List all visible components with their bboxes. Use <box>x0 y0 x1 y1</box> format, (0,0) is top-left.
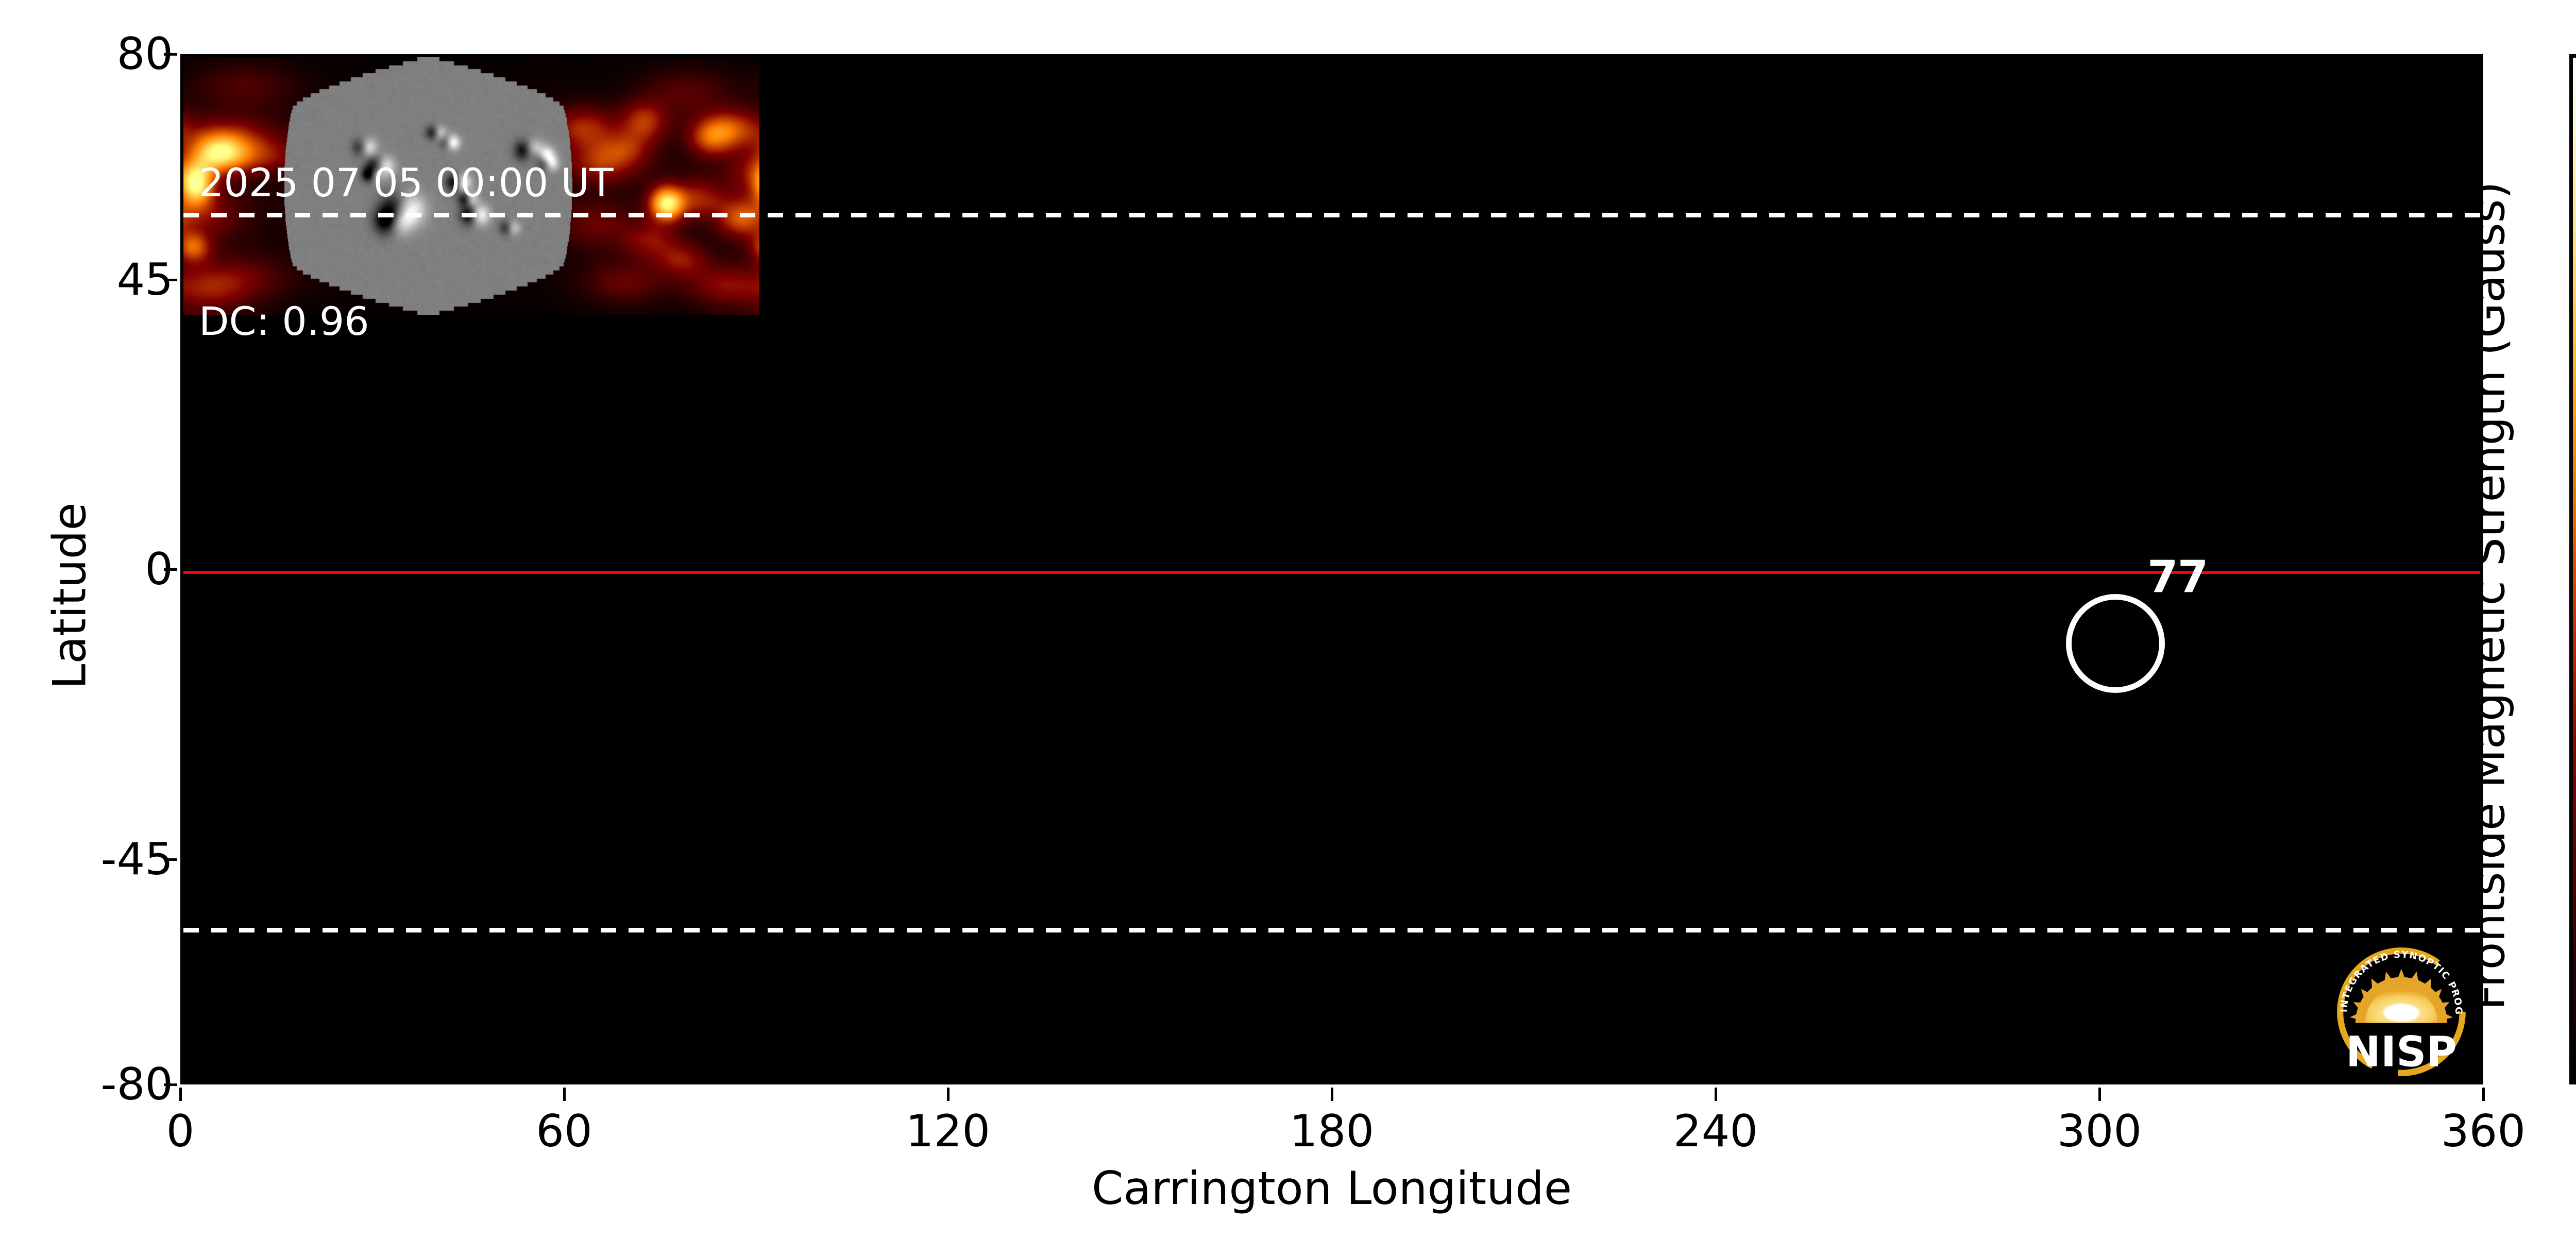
x-axis-label: Carrington Longitude <box>1091 1162 1572 1215</box>
upper-latitude-limit-line <box>183 213 2480 218</box>
equator-line <box>183 571 2480 574</box>
logo-acronym: NISP <box>2346 1028 2457 1076</box>
magnetic-map-plot-area: 77 2025 07 05 00:00 UT DC: 0.96 <box>180 54 2483 1084</box>
y-tick-mark <box>164 1083 177 1086</box>
y-tick-mark <box>164 858 177 861</box>
x-tick-mark <box>179 1088 182 1101</box>
x-tick-label: 120 <box>905 1106 991 1157</box>
x-tick-label: 0 <box>166 1106 195 1157</box>
x-tick-label: 180 <box>1289 1106 1375 1157</box>
timestamp-text: 2025 07 05 00:00 UT <box>199 160 614 206</box>
x-tick-label: 360 <box>2441 1106 2526 1157</box>
x-tick-mark <box>2482 1088 2485 1101</box>
x-tick-label: 240 <box>1673 1106 1758 1157</box>
x-tick-label: 300 <box>2057 1106 2142 1157</box>
x-tick-mark <box>947 1088 950 1101</box>
x-tick-label: 60 <box>536 1106 592 1157</box>
observation-annotation: 2025 07 05 00:00 UT DC: 0.96 <box>199 67 614 437</box>
y-tick-label: 45 <box>116 253 173 306</box>
farside-colorbar-gradient <box>2573 58 2576 1081</box>
y-tick-label: -80 <box>100 1059 173 1110</box>
frontside-magnetogram-layer <box>183 57 759 315</box>
y-axis-label: Latitude <box>43 502 96 689</box>
x-tick-mark <box>563 1088 566 1101</box>
y-tick-label: 0 <box>145 544 173 595</box>
duty-cycle-text: DC: 0.96 <box>199 298 369 345</box>
x-tick-mark <box>1715 1088 1717 1101</box>
farside-colorbar <box>2569 54 2576 1084</box>
y-tick-label: -45 <box>100 833 173 885</box>
x-tick-mark <box>1331 1088 1333 1101</box>
nisp-logo: NSO INTEGRATED SYNOPTIC PROGRAM NISP <box>2332 942 2471 1081</box>
active-region-circle-marker <box>2065 593 2165 693</box>
x-tick-mark <box>2098 1088 2101 1101</box>
lower-latitude-limit-line <box>183 927 2480 932</box>
y-tick-label: 80 <box>116 28 173 80</box>
y-tick-mark <box>164 278 177 281</box>
y-tick-mark <box>164 53 177 56</box>
y-tick-mark <box>164 568 177 571</box>
active-region-number-label: 77 <box>2147 551 2209 603</box>
